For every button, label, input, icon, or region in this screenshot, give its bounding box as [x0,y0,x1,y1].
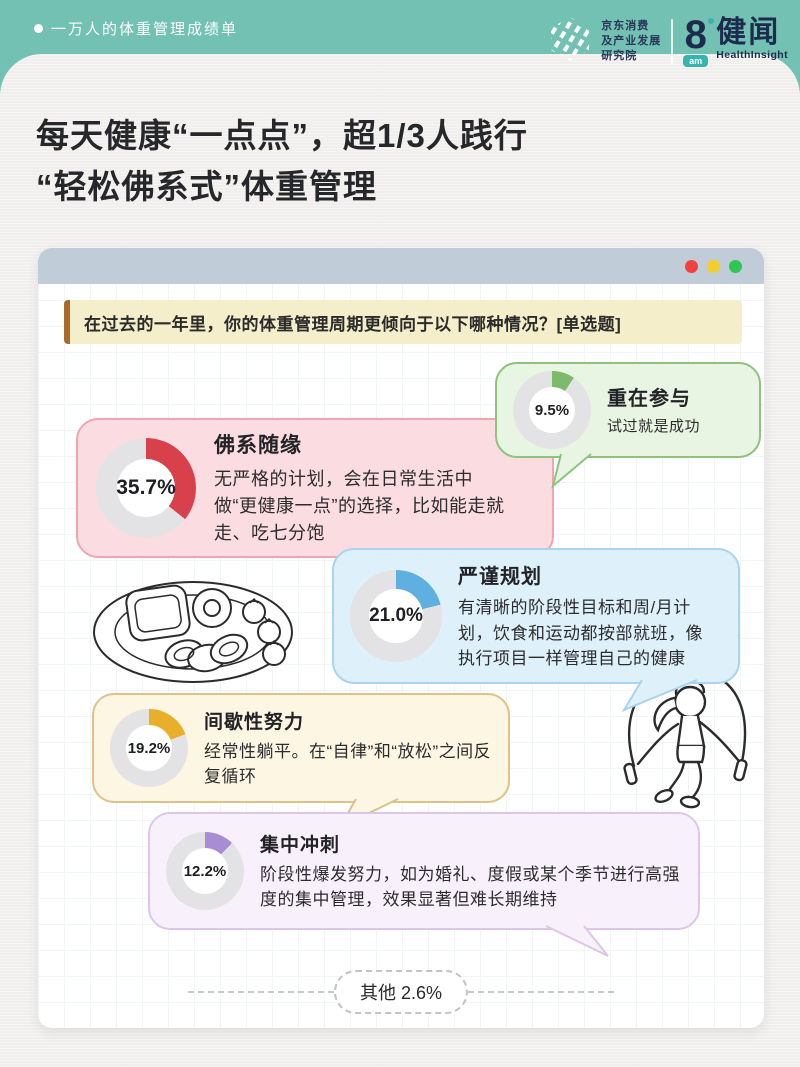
bubble-description: 有清晰的阶段性目标和周/月计划，饮食和运动都按部就班，像执行项目一样管理自己的健… [458,598,703,669]
jd-hexagon-logo-icon [549,16,591,67]
bubble-description: 无严格的计划，会在日常生活中做“更健康一点”的选择，比如能走就走、吃七分饱 [214,469,505,543]
bubble-description: 试过就是成功 [607,417,701,435]
donut-percent: 35.7% [116,476,176,499]
window-titlebar [38,248,764,284]
logo-number: 8 [685,15,714,55]
bubble-fo-xi-sui-yuan: 35.7% 佛系随缘 无严格的计划，会在日常生活中做“更健康一点”的选择，比如能… [76,418,603,593]
bullet-dot-icon [34,24,43,33]
am-badge: am [683,54,709,67]
window-dot-yellow-icon [707,260,720,273]
survey-card: 在过去的一年里，你的体重管理周期更倾向于以下哪种情况？[单选题] [38,248,764,1028]
bubble-ji-zhong-chong-ci: 12.2% 集中冲刺 阶段性爆发努力，如为婚礼、度假或某个季节进行高强度的集中管… [148,812,700,957]
bubble-zhong-zai-can-yu: 9.5% 重在参与 试过就是成功 [495,362,761,489]
donut-chart-19-2: 19.2% [110,709,188,787]
donut-chart-12-2: 12.2% [166,832,244,910]
bubble-yan-jin-gui-hua: 21.0% 严谨规划 有清晰的阶段性目标和周/月计划，饮食和运动都按部就班，像执… [332,548,740,713]
other-pill: 其他 2.6% [333,970,469,1014]
logo-brand-subtitle: HealthInsight [716,49,788,61]
logo-brand-name: 健闻 [716,15,781,49]
bubble-title: 佛系随缘 [214,434,302,457]
bubble-description: 经常性躺平。在“自律”和“放松”之间反复循环 [204,741,492,787]
bubble-title: 集中冲刺 [260,834,341,856]
top-strip: 一万人的体重管理成绩单 [34,18,238,39]
other-row: 其他 2.6% [38,970,764,1014]
jd-institute-name: 京东消费 及产业发展 研究院 [601,20,662,62]
donut-percent: 12.2% [183,862,227,880]
bubble-title: 重在参与 [607,387,691,410]
bubble-tail [621,679,698,713]
page-title: 每天健康“一点点”，超1/3人践行 “轻松佛系式”体重管理 [36,117,528,206]
donut-chart-21-0: 21.0% [350,570,442,662]
logo-dot-icon [707,17,714,24]
donut-chart-35-7: 35.7% [96,438,196,538]
window-controls [685,260,742,273]
breakfast-plate-illustration [88,572,298,688]
question-banner: 在过去的一年里，你的体重管理周期更倾向于以下哪种情况？[单选题] [64,300,742,344]
window-dot-green-icon [729,260,742,273]
donut-percent: 19.2% [127,739,171,757]
brand-bar: 京东消费 及产业发展 研究院 8 am 健闻 HealthInsight [549,15,788,67]
bubble-title: 严谨规划 [458,566,542,589]
question-text: 在过去的一年里，你的体重管理周期更倾向于以下哪种情况？[单选题] [84,314,622,334]
bubble-title: 间歇性努力 [204,711,305,733]
series-label: 一万人的体重管理成绩单 [51,21,239,38]
window-dot-red-icon [685,260,698,273]
bubble-tail [551,453,592,489]
healthinsight-logo: 8 am 健闻 HealthInsight [683,15,788,67]
brand-divider [671,18,674,65]
jump-rope-girl-illustration [610,662,760,812]
bubble-tail [545,925,609,957]
bubble-jian-xie-xing-nu-li: 19.2% 间歇性努力 经常性躺平。在“自律”和“放松”之间反复循环 [92,693,510,830]
content-panel: 每天健康“一点点”，超1/3人践行 “轻松佛系式”体重管理 在过去的一年里，你的… [0,54,800,1067]
bubble-description: 阶段性爆发努力，如为婚礼、度假或某个季节进行高强度的集中管理，效果显著但难长期维… [260,864,680,910]
donut-chart-9-5: 9.5% [513,371,591,449]
donut-percent: 21.0% [369,605,423,626]
donut-percent: 9.5% [534,401,570,419]
